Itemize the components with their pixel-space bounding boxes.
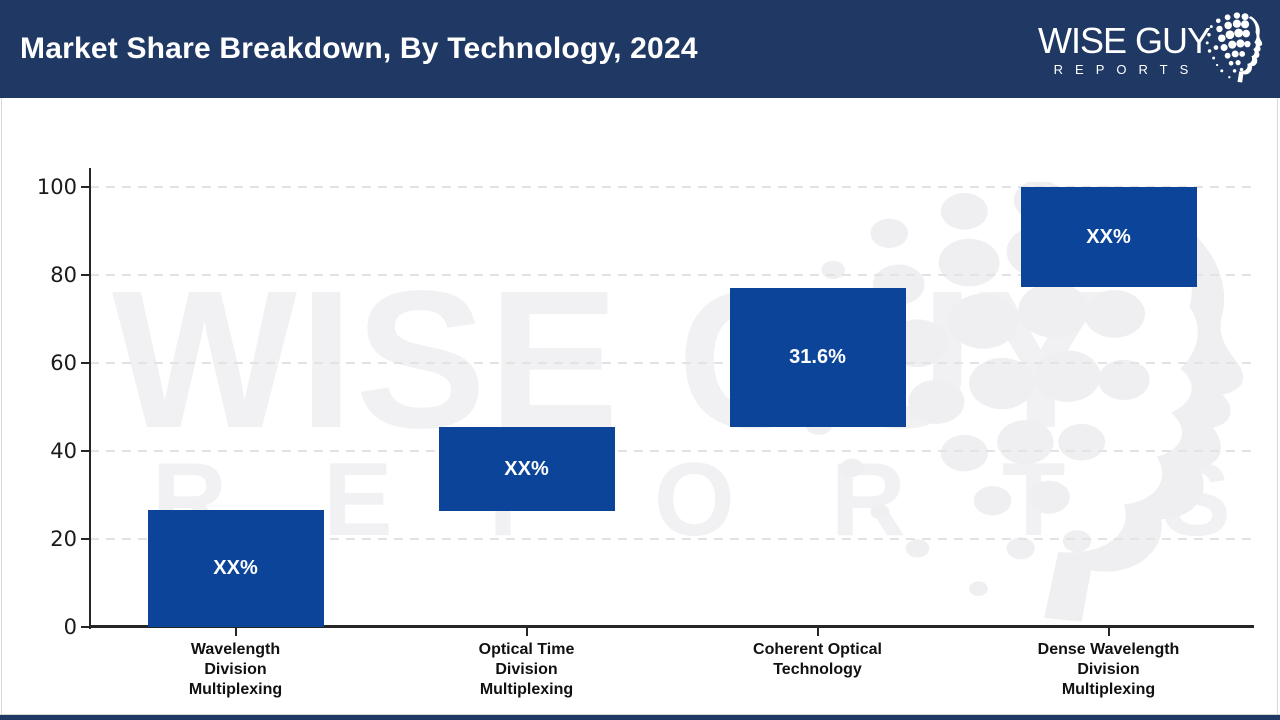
gridline — [90, 186, 1254, 188]
x-axis-tick — [525, 628, 528, 636]
y-axis-tick — [81, 450, 89, 452]
y-axis-tick — [81, 626, 89, 628]
y-axis-tick — [81, 362, 89, 364]
header-bar: Market Share Breakdown, By Technology, 2… — [0, 0, 1280, 98]
bar-value-label: XX% — [213, 557, 258, 580]
brand-logo: WISE GUY REPORTS — [1038, 6, 1266, 92]
x-axis-line — [89, 625, 1254, 628]
y-axis-tick-label: 40 — [50, 439, 77, 463]
x-axis-tick — [1107, 628, 1110, 636]
y-axis-tick-label: 0 — [63, 615, 77, 639]
dot-face-profile-icon — [1205, 12, 1263, 83]
y-axis-tick-label: 20 — [50, 527, 77, 551]
bar-segment: 31.6% — [729, 287, 906, 427]
gridline — [90, 362, 1254, 364]
bar-segment: XX% — [438, 426, 615, 512]
x-axis-category-label: Optical Time Division Multiplexing — [478, 641, 575, 698]
card-border-right — [1277, 98, 1278, 714]
gridline — [90, 450, 1254, 452]
x-axis-category-label: Coherent Optical Technology — [753, 641, 882, 678]
y-axis-tick-label: 80 — [50, 263, 77, 287]
x-axis-category-label: Dense Wavelength Division Multiplexing — [1037, 641, 1180, 698]
y-axis-tick — [81, 274, 89, 276]
card-border-left — [1, 98, 2, 714]
footer-bar — [0, 715, 1280, 720]
y-axis-tick — [81, 538, 89, 540]
y-axis-tick-label: 60 — [50, 351, 77, 375]
y-axis-line — [89, 168, 91, 629]
bar-value-label: XX% — [504, 457, 549, 480]
bar-value-label: XX% — [1086, 225, 1131, 248]
bar-segment: XX% — [147, 510, 324, 627]
page-title: Market Share Breakdown, By Technology, 2… — [20, 32, 698, 65]
x-axis-category-label: Wavelength Division Multiplexing — [188, 641, 283, 698]
bar-value-label: 31.6% — [789, 345, 846, 368]
y-axis-tick — [81, 186, 89, 188]
x-axis-tick — [816, 628, 819, 636]
x-axis-tick — [234, 628, 237, 636]
bar-segment: XX% — [1020, 187, 1197, 288]
logo-subtext: REPORTS — [1053, 61, 1201, 77]
gridline — [90, 274, 1254, 276]
gridline — [90, 538, 1254, 540]
watermark-wordmark: WISE GUY — [112, 250, 1109, 469]
logo-wordmark: WISE GUY — [1037, 19, 1211, 61]
card-border-bottom — [0, 714, 1280, 715]
y-axis-tick-label: 100 — [36, 175, 77, 199]
